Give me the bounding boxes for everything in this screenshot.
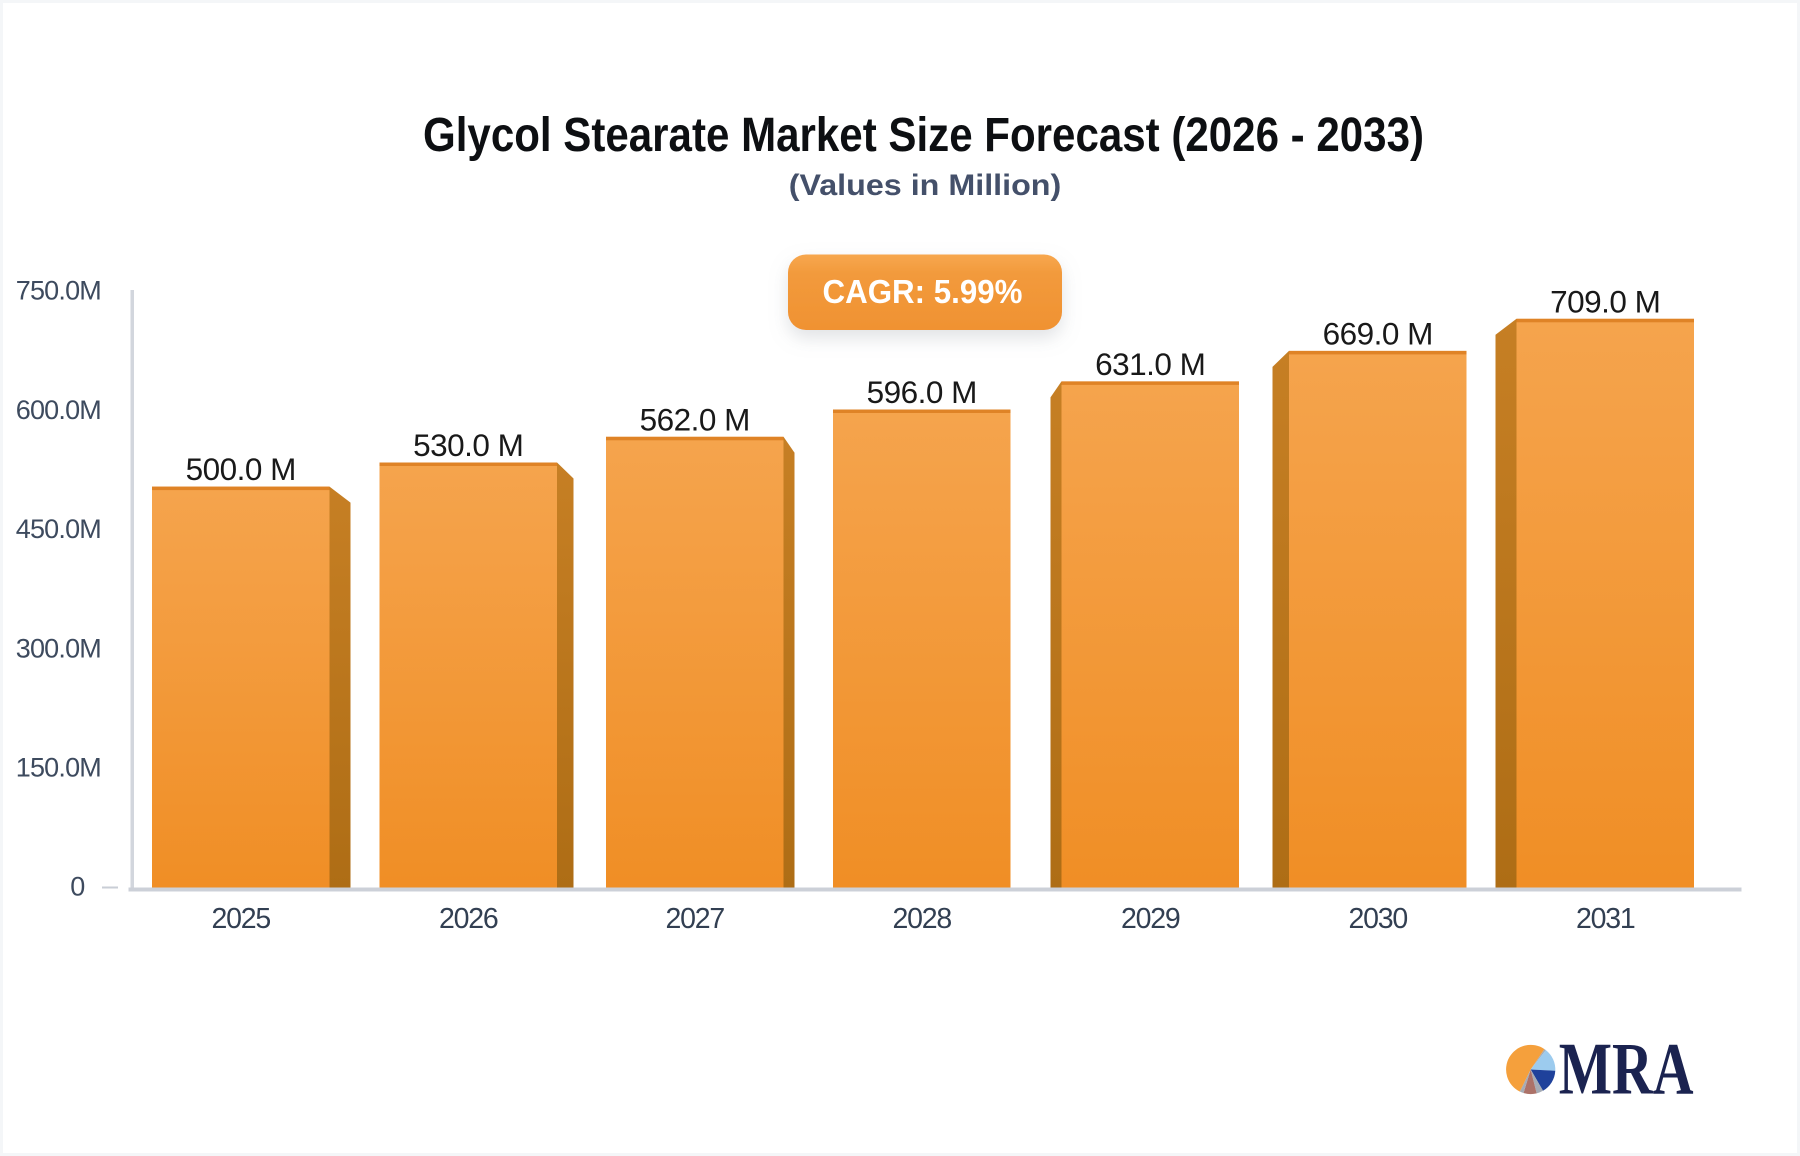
svg-text:562.0 M: 562.0 M xyxy=(640,401,750,437)
svg-text:669.0 M: 669.0 M xyxy=(1323,315,1433,351)
svg-text:2027: 2027 xyxy=(665,903,724,935)
svg-text:300.0M: 300.0M xyxy=(16,633,101,663)
svg-text:750.0M: 750.0M xyxy=(16,276,101,306)
svg-text:709.0 M: 709.0 M xyxy=(1550,283,1660,319)
svg-text:600.0M: 600.0M xyxy=(16,395,101,425)
svg-text:450.0M: 450.0M xyxy=(16,514,101,544)
svg-text:2025: 2025 xyxy=(211,903,270,935)
svg-text:2026: 2026 xyxy=(439,903,498,935)
svg-text:(Values in Million): (Values in Million) xyxy=(789,169,1062,202)
svg-text:631.0 M: 631.0 M xyxy=(1095,346,1205,382)
svg-text:2031: 2031 xyxy=(1576,903,1635,935)
svg-text:150.0M: 150.0M xyxy=(16,753,101,783)
svg-text:2030: 2030 xyxy=(1348,903,1407,935)
svg-text:596.0 M: 596.0 M xyxy=(867,374,977,410)
svg-text:2029: 2029 xyxy=(1121,903,1180,935)
svg-text:Glycol Stearate Market Size Fo: Glycol Stearate Market Size Forecast (20… xyxy=(423,109,1424,162)
svg-text:MRA: MRA xyxy=(1559,1028,1694,1110)
svg-text:2028: 2028 xyxy=(892,903,951,935)
svg-text:0: 0 xyxy=(70,872,84,902)
svg-text:CAGR: 5.99%: CAGR: 5.99% xyxy=(823,273,1023,310)
svg-text:530.0 M: 530.0 M xyxy=(413,427,523,463)
svg-text:500.0 M: 500.0 M xyxy=(186,451,296,487)
